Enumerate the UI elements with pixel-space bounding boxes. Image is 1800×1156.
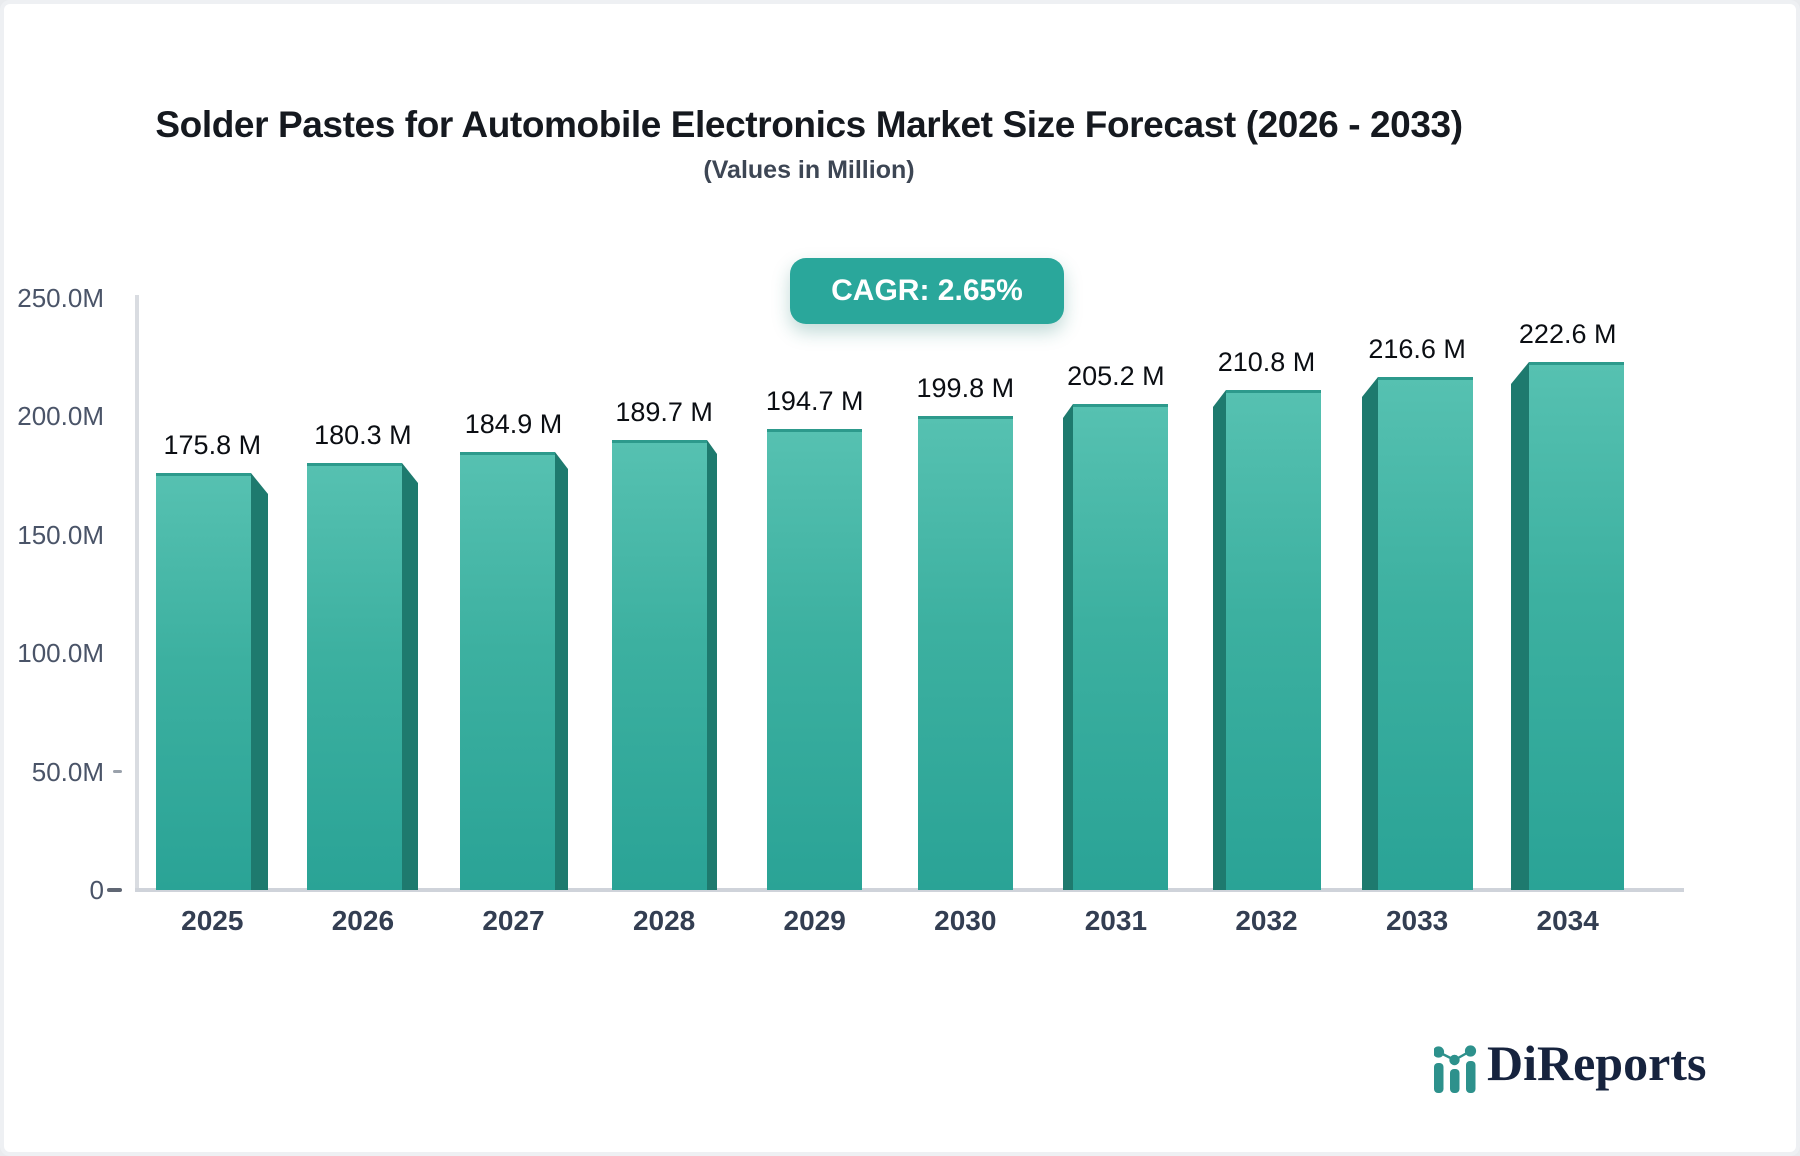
bar-side-face: [1511, 362, 1529, 890]
bar-2028[interactable]: [612, 440, 717, 890]
bar-2030[interactable]: [918, 416, 1013, 890]
y-axis-tick-label: 250.0M: [17, 282, 104, 313]
bar-2032[interactable]: [1213, 390, 1321, 890]
x-axis-tick-label: 2026: [331, 905, 395, 936]
y-axis-tick-label: 200.0M: [17, 401, 104, 431]
y-axis-tick-label: 50.0M: [31, 756, 104, 787]
bar-side-face: [251, 473, 268, 890]
y-axis-tick-label: 0: [89, 875, 104, 905]
bar-front-face: [767, 429, 862, 890]
bar-2029[interactable]: [767, 429, 862, 890]
bar-value-label: 189.7 M: [615, 397, 713, 427]
bar-side-face: [555, 452, 568, 890]
x-axis-tick-label: 2034: [1536, 905, 1599, 936]
chart-subtitle: (Values in Million): [703, 156, 915, 184]
x-axis-tick-label: 2031: [1084, 905, 1148, 936]
y-axis-tick-mark: [107, 888, 122, 892]
bar-front-face: [1073, 404, 1168, 890]
bar-side-face: [1063, 404, 1073, 890]
bar-side-face: [402, 463, 418, 890]
x-axis-tick-label: 2030: [934, 905, 997, 936]
bar-value-label: 210.8 M: [1217, 347, 1316, 377]
bar-2026[interactable]: [307, 463, 418, 890]
bar-value-label: 205.2 M: [1067, 361, 1165, 391]
x-axis-tick-label: 2028: [632, 905, 696, 936]
bar-front-face: [307, 463, 402, 890]
bar-front-face: [1226, 390, 1321, 890]
x-axis-tick-label: 2029: [783, 905, 846, 936]
logo-chart-icon: [1434, 1045, 1477, 1093]
bar-2027[interactable]: [460, 452, 568, 890]
bar-front-face: [1529, 362, 1624, 890]
bar-value-label: 222.6 M: [1518, 319, 1617, 349]
direports-logo: DiReports: [1434, 1034, 1706, 1094]
y-axis-tick-label: 100.0M: [17, 638, 104, 668]
bar-2034[interactable]: [1511, 362, 1624, 890]
y-axis-tick-mark: [113, 770, 122, 773]
y-axis-line: [135, 295, 139, 890]
x-axis-tick-label: 2025: [181, 905, 244, 936]
bar-front-face: [156, 473, 251, 890]
x-axis-tick-label: 2027: [482, 905, 545, 936]
bar-side-face: [1213, 390, 1226, 890]
bar-2031[interactable]: [1063, 404, 1168, 890]
bar-side-face: [1362, 377, 1378, 890]
x-axis-tick-label: 2032: [1235, 905, 1298, 936]
y-axis-tick-label: 150.0M: [17, 519, 104, 550]
bar-side-face: [707, 440, 717, 890]
cagr-badge: CAGR: 2.65%: [790, 258, 1064, 324]
bar-value-label: 175.8 M: [163, 430, 262, 460]
chart-title: Solder Pastes for Automobile Electronics…: [155, 104, 1463, 145]
bar-value-label: 194.7 M: [765, 386, 864, 416]
logo-text: DiReports: [1487, 1035, 1707, 1091]
bar-front-face: [1378, 377, 1473, 890]
x-axis-tick-label: 2033: [1385, 905, 1449, 936]
bar-2033[interactable]: [1362, 377, 1473, 890]
bar-front-face: [612, 440, 707, 890]
bar-2025[interactable]: [156, 473, 268, 890]
bar-value-label: 199.8 M: [916, 373, 1015, 403]
x-axis-line: [135, 888, 1684, 892]
bar-front-face: [460, 452, 555, 890]
bar-value-label: 184.9 M: [464, 409, 563, 439]
bar-value-label: 180.3 M: [314, 420, 412, 450]
bar-front-face: [918, 416, 1013, 890]
bar-value-label: 216.6 M: [1368, 334, 1466, 364]
